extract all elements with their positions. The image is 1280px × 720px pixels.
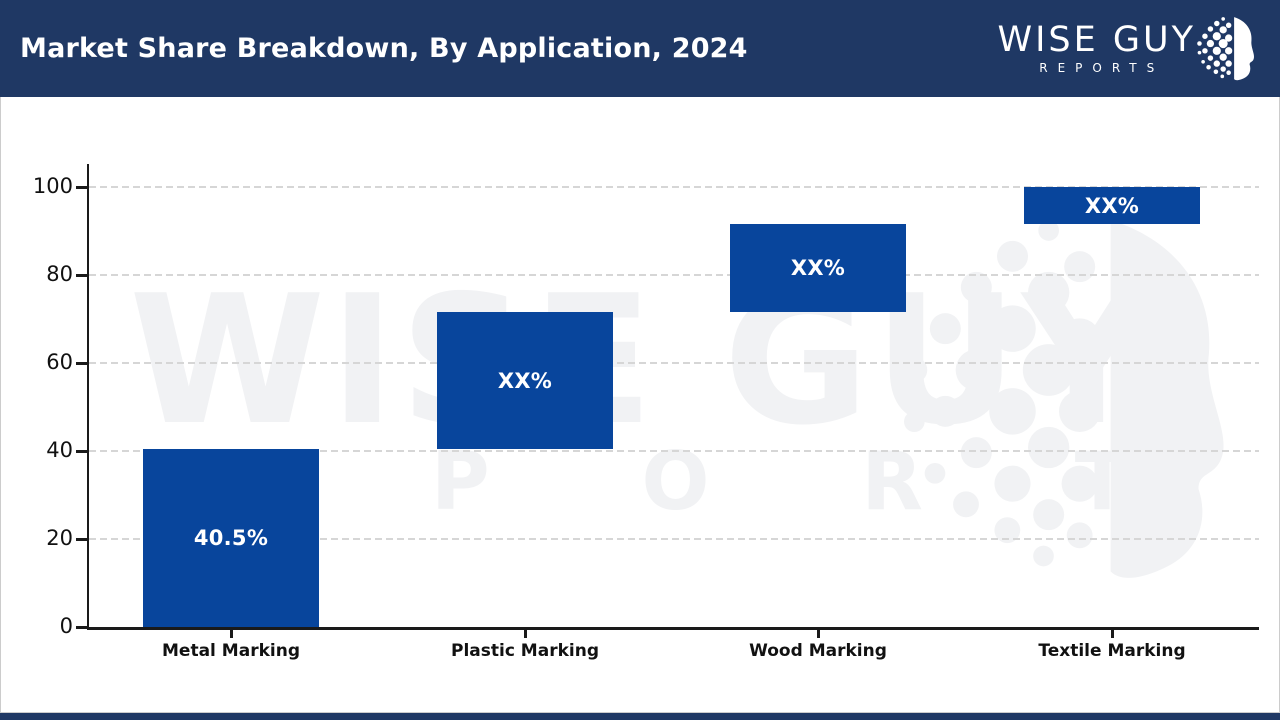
gridline-80 xyxy=(89,274,1259,276)
y-axis-spine xyxy=(86,164,89,629)
x-tick-1 xyxy=(523,629,527,638)
plot-area: WISE GUY P O R T S 02040608010040.5%Meta… xyxy=(0,97,1280,713)
x-tick-2 xyxy=(816,629,820,638)
watermark-face-icon xyxy=(901,220,1224,578)
x-category-label-0: Metal Marking xyxy=(162,641,300,661)
wise-guy-logo: WISE GUY REPORTS xyxy=(997,14,1256,84)
page-title: Market Share Breakdown, By Application, … xyxy=(20,33,748,64)
logo-text: WISE GUY REPORTS xyxy=(997,19,1196,75)
logo-face-icon xyxy=(1197,16,1255,80)
logo-subtitle: REPORTS xyxy=(1039,60,1165,75)
x-category-label-1: Plastic Marking xyxy=(450,641,599,661)
bar-value-label: XX% xyxy=(1084,193,1140,218)
x-tick-0 xyxy=(229,629,233,638)
y-tick-80 xyxy=(76,273,89,277)
bar-value-label: XX% xyxy=(790,256,846,281)
footer-strip xyxy=(0,713,1280,720)
y-tick-label-100: 100 xyxy=(32,174,73,198)
y-tick-100 xyxy=(76,185,89,189)
bar-textile-marking: XX% xyxy=(1024,187,1200,225)
bar-value-label: XX% xyxy=(497,368,553,393)
x-category-label-2: Wood Marking xyxy=(749,641,887,661)
bar-metal-marking: 40.5% xyxy=(143,448,319,627)
y-tick-label-60: 60 xyxy=(46,350,73,374)
bar-wood-marking: XX% xyxy=(730,224,906,313)
x-tick-3 xyxy=(1110,629,1114,638)
gridline-20 xyxy=(89,538,1259,540)
y-tick-40 xyxy=(76,449,89,453)
x-axis-spine xyxy=(86,627,1259,630)
gridline-60 xyxy=(89,362,1259,364)
bar-plastic-marking: XX% xyxy=(437,312,613,449)
header-banner: Market Share Breakdown, By Application, … xyxy=(0,0,1280,97)
y-tick-label-0: 0 xyxy=(59,614,73,638)
y-tick-label-40: 40 xyxy=(46,438,73,462)
x-category-label-3: Textile Marking xyxy=(1038,641,1186,661)
y-tick-20 xyxy=(76,537,89,541)
y-tick-60 xyxy=(76,361,89,365)
gridline-100 xyxy=(89,186,1259,188)
y-tick-label-20: 20 xyxy=(46,526,73,550)
logo-wordmark: WISE GUY xyxy=(997,19,1196,60)
y-tick-0 xyxy=(76,625,89,629)
bar-value-label: 40.5% xyxy=(193,525,269,550)
gridline-40 xyxy=(89,450,1259,452)
y-tick-label-80: 80 xyxy=(46,262,73,286)
